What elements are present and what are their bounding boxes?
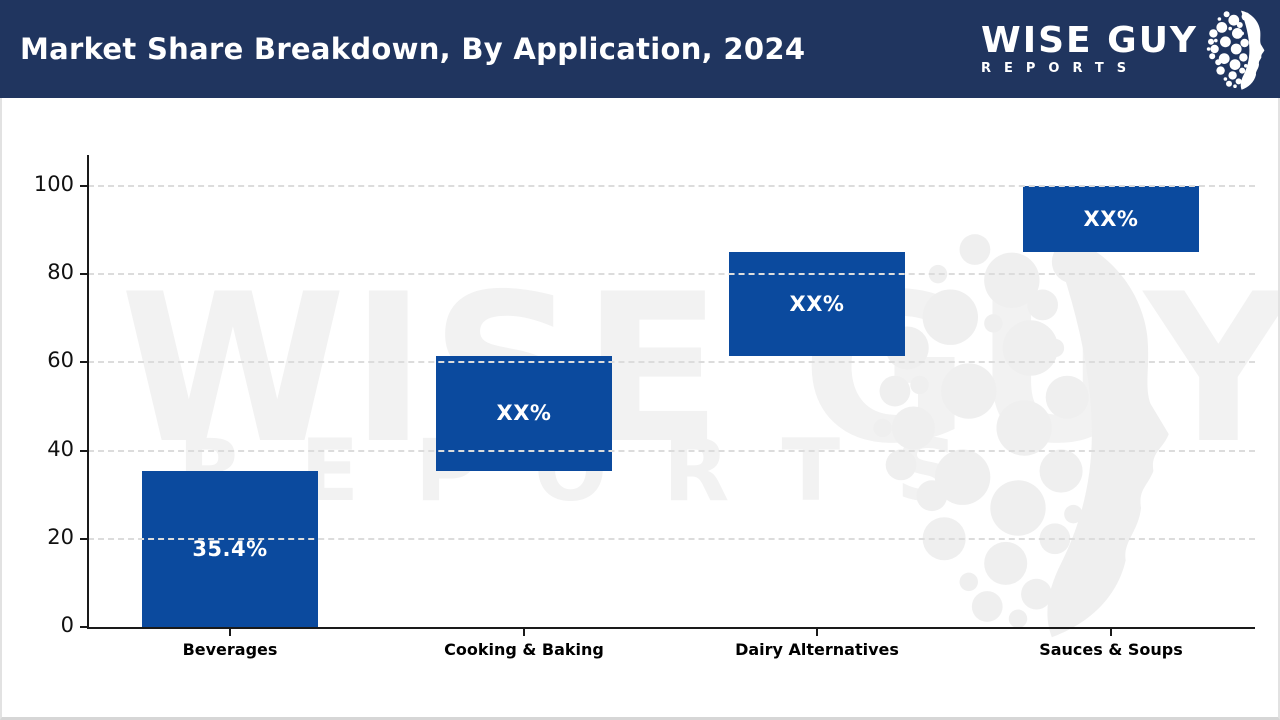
ytick-mark-80: [80, 273, 88, 276]
gridline-100: [88, 185, 1255, 187]
logo-wordmark: WISE GUY: [980, 20, 1198, 62]
bar-value-label-3: XX%: [1083, 207, 1139, 232]
y-axis-line: [87, 155, 89, 629]
page-title: Market Share Breakdown, By Application, …: [20, 32, 806, 66]
gridline-80: [88, 273, 1255, 276]
brand-logo: WISE GUY REPORTS: [981, 0, 1268, 98]
bar-segment-3: XX%: [1023, 186, 1199, 253]
gridline-60: [88, 361, 1255, 364]
ytick-label-100: 100: [33, 172, 74, 196]
ytick-mark-20: [80, 537, 88, 540]
gridline-20: [88, 537, 1255, 540]
category-label-3: Sauces & Soups: [1039, 640, 1183, 659]
bar-value-label-1: XX%: [496, 401, 552, 426]
bar-segment-1: XX%: [436, 355, 612, 471]
ytick-mark-0: [80, 626, 88, 628]
category-label-2: Dairy Alternatives: [735, 640, 899, 659]
logo-text: WISE GUY REPORTS: [981, 22, 1198, 76]
header: Market Share Breakdown, By Application, …: [0, 0, 1280, 98]
bar-value-label-2: XX%: [789, 291, 845, 316]
ytick-label-20: 20: [47, 524, 74, 549]
category-label-1: Cooking & Baking: [444, 640, 604, 659]
bar-segment-0: 35.4%: [142, 470, 318, 627]
ytick-mark-40: [80, 449, 88, 452]
ytick-mark-60: [80, 361, 88, 364]
ytick-label-40: 40: [47, 436, 74, 461]
xtick-mark-1: [523, 629, 525, 636]
bar-segment-2: XX%: [729, 252, 905, 356]
gridline-40: [88, 449, 1255, 452]
logo-head-icon: [1206, 10, 1265, 90]
logo-subtext: REPORTS: [980, 60, 1140, 76]
ytick-label-60: 60: [47, 348, 74, 373]
xtick-mark-2: [816, 629, 818, 636]
xtick-mark-0: [229, 629, 231, 636]
x-axis-line: [87, 627, 1255, 629]
bar-value-label-0: 35.4%: [192, 536, 268, 561]
ytick-label-80: 80: [47, 260, 74, 285]
ytick-label-0: 0: [60, 613, 74, 637]
category-label-0: Beverages: [182, 640, 278, 659]
xtick-mark-3: [1110, 629, 1112, 636]
ytick-mark-100: [80, 185, 88, 187]
